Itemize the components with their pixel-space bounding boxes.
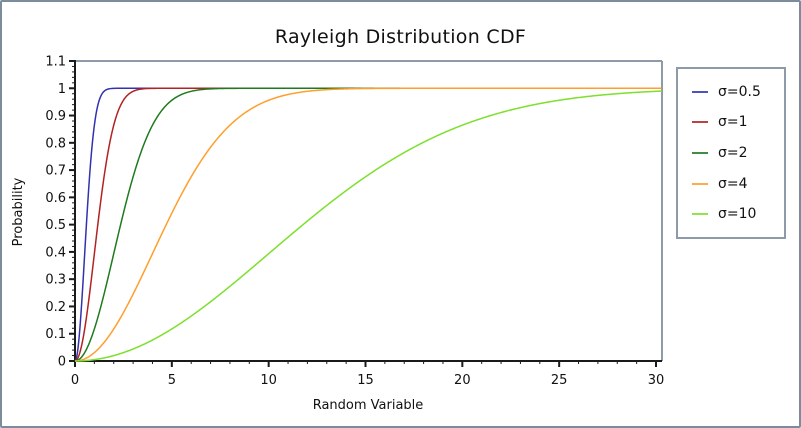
curve-σ=4 <box>74 87 662 362</box>
y-tick-label: 0.1 <box>45 327 66 342</box>
x-tick-label: 15 <box>357 373 374 388</box>
legend-item: σ=0.5 <box>692 84 784 100</box>
y-axis-title: Probability <box>11 177 26 246</box>
y-tick-label: 0.9 <box>45 109 66 124</box>
x-tick-label: 25 <box>551 373 568 388</box>
x-tick-label: 0 <box>71 373 79 388</box>
curve-σ=10 <box>75 90 662 362</box>
legend-item: σ=10 <box>692 206 784 222</box>
legend-label: σ=1 <box>718 114 748 131</box>
legend-line-swatch <box>692 90 708 93</box>
curve-σ=0.5 <box>74 87 662 362</box>
x-tick-label: 20 <box>454 373 471 388</box>
y-tick-label: 0.8 <box>45 136 66 151</box>
legend-line-swatch <box>692 121 708 124</box>
legend-item: σ=4 <box>692 176 784 192</box>
legend-label: σ=10 <box>718 206 757 223</box>
y-tick-label: 1.1 <box>45 55 66 70</box>
x-tick-label: 10 <box>260 373 277 388</box>
curve-σ=2 <box>74 87 662 362</box>
legend: σ=0.5 σ=1 σ=2 σ=4 σ=10 <box>676 67 786 239</box>
legend-line-swatch <box>692 182 708 185</box>
y-tick-label: 1 <box>58 82 66 97</box>
y-tick-label: 0.2 <box>45 300 66 315</box>
legend-item: σ=1 <box>692 114 784 130</box>
curve-σ=1 <box>74 87 662 362</box>
x-tick-label: 30 <box>648 373 665 388</box>
y-tick-label: 0.3 <box>45 273 66 288</box>
y-tick-label: 0 <box>58 355 66 370</box>
x-tick-label: 5 <box>168 373 176 388</box>
y-tick-label: 0.7 <box>45 164 66 179</box>
legend-line-swatch <box>692 213 708 216</box>
y-tick-label: 0.4 <box>45 245 66 260</box>
legend-label: σ=4 <box>718 175 748 192</box>
legend-line-swatch <box>692 151 708 154</box>
legend-label: σ=2 <box>718 144 748 161</box>
legend-label: σ=0.5 <box>718 83 761 100</box>
chart-title: Rayleigh Distribution CDF <box>274 26 527 48</box>
x-axis-title: Random Variable <box>313 398 424 413</box>
y-tick-label: 0.5 <box>45 218 66 233</box>
legend-item: σ=2 <box>692 145 784 161</box>
y-tick-label: 0.6 <box>45 191 66 206</box>
